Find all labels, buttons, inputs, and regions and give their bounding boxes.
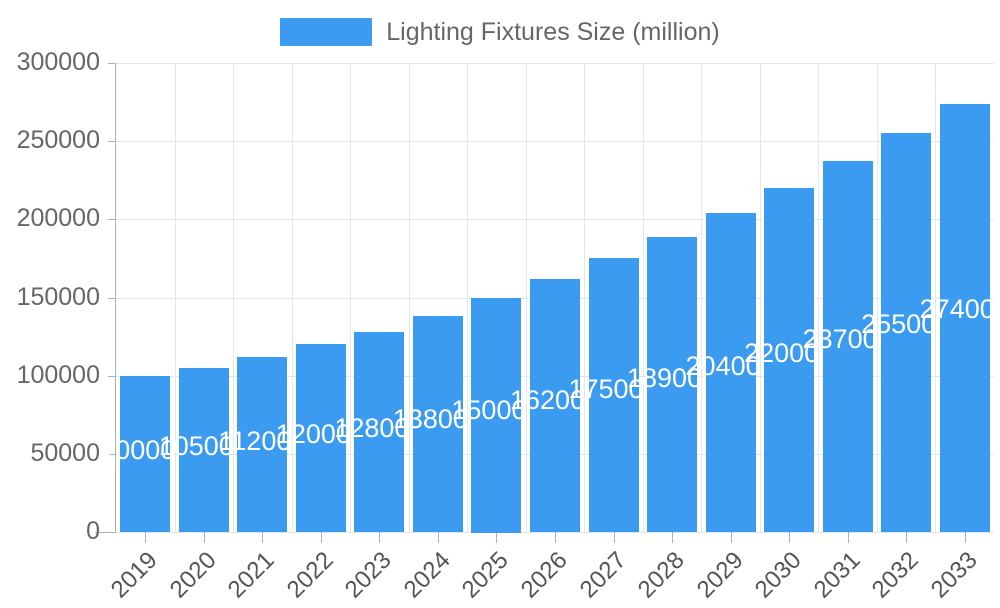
x-axis-tick-mark bbox=[789, 532, 790, 543]
y-axis-tick-mark bbox=[108, 141, 115, 143]
x-axis-tick-mark bbox=[731, 532, 732, 543]
bar[interactable] bbox=[706, 213, 756, 532]
bar[interactable] bbox=[530, 279, 580, 532]
y-axis-tick-mark bbox=[108, 219, 115, 221]
bar[interactable] bbox=[179, 368, 229, 532]
y-axis-tick-mark bbox=[108, 532, 115, 533]
gridline-vertical bbox=[467, 63, 468, 532]
x-axis-tick-label: 2024 bbox=[398, 546, 456, 604]
gridline-vertical bbox=[760, 63, 761, 532]
legend-label-lighting-fixtures-size: Lighting Fixtures Size (million) bbox=[386, 17, 720, 46]
x-axis-tick-mark bbox=[496, 532, 497, 543]
y-axis-tick-label: 0 bbox=[86, 517, 100, 545]
x-axis-tick-mark bbox=[672, 532, 673, 543]
plot-area: 100000 105000 112000 120000 128000 138000 1500… bbox=[100, 63, 1000, 533]
x-axis-tick-label: 2028 bbox=[632, 546, 690, 604]
x-axis-tick-label: 2022 bbox=[281, 546, 339, 604]
gridline-vertical bbox=[935, 63, 936, 532]
gridline-horizontal bbox=[116, 219, 994, 221]
x-axis-tick-label: 2031 bbox=[808, 546, 866, 604]
gridline-vertical bbox=[877, 63, 878, 532]
x-axis-tick-mark bbox=[262, 532, 263, 543]
gridline-vertical bbox=[292, 63, 293, 532]
gridline-vertical bbox=[175, 63, 176, 532]
y-axis-tick-mark bbox=[108, 453, 115, 455]
x-axis-tick-label: 2019 bbox=[106, 546, 163, 604]
x-axis-tick-mark bbox=[379, 532, 380, 543]
x-axis-tick-label: 2021 bbox=[223, 546, 281, 604]
gridline-vertical bbox=[350, 63, 351, 532]
bar[interactable] bbox=[881, 133, 931, 532]
gridline-vertical bbox=[526, 63, 527, 532]
x-axis-tick-mark bbox=[555, 532, 556, 543]
y-axis-tick-mark bbox=[108, 63, 115, 64]
x-axis-tick-mark bbox=[848, 532, 849, 543]
x-axis-tick-label: 2025 bbox=[457, 546, 515, 604]
x-axis-tick-label: 2026 bbox=[515, 546, 573, 604]
bar[interactable] bbox=[413, 316, 463, 532]
legend-swatch-lighting-fixtures-size[interactable] bbox=[280, 18, 373, 46]
gridline-vertical bbox=[584, 63, 585, 532]
bar[interactable] bbox=[354, 332, 404, 532]
x-axis-tick-mark bbox=[145, 532, 146, 543]
y-axis-tick-label: 100000 bbox=[16, 360, 100, 389]
gridline-vertical bbox=[701, 63, 702, 532]
gridline-vertical bbox=[409, 63, 410, 532]
x-axis-tick-mark bbox=[965, 532, 966, 543]
x-axis-tick-mark bbox=[614, 532, 615, 543]
y-axis-tick-label: 250000 bbox=[16, 126, 100, 155]
y-axis-tick-label: 300000 bbox=[16, 48, 100, 76]
bar[interactable] bbox=[940, 104, 990, 532]
y-axis-tick-mark bbox=[108, 375, 115, 377]
x-axis-tick-label: 2029 bbox=[691, 546, 749, 604]
x-axis-tick-label: 2030 bbox=[749, 546, 807, 604]
x-axis-tick-label: 2020 bbox=[164, 546, 222, 604]
x-axis-tick-mark bbox=[906, 532, 907, 543]
x-axis-tick-label: 2023 bbox=[340, 546, 398, 604]
bar[interactable] bbox=[823, 161, 873, 532]
x-axis-tick-label: 2027 bbox=[574, 546, 632, 604]
y-axis-tick-label: 150000 bbox=[16, 282, 100, 311]
x-axis-tick-mark bbox=[204, 532, 205, 543]
x-axis-tick-mark bbox=[321, 532, 322, 543]
x-axis-tick-mark bbox=[438, 532, 439, 543]
x-axis-tick-label: 2032 bbox=[867, 546, 924, 604]
x-axis-tick-label: 2033 bbox=[925, 546, 983, 604]
bar[interactable] bbox=[589, 258, 639, 532]
gridline-vertical bbox=[818, 63, 819, 532]
bar[interactable] bbox=[120, 376, 170, 532]
y-axis-tick-label: 50000 bbox=[30, 438, 100, 467]
gridline-horizontal bbox=[116, 141, 994, 143]
y-axis-tick-mark bbox=[108, 297, 115, 299]
chart-legend: Lighting Fixtures Size (million) bbox=[0, 12, 1000, 52]
bar[interactable] bbox=[471, 298, 521, 533]
y-axis-tick-label: 200000 bbox=[16, 204, 100, 233]
y-axis-line bbox=[115, 63, 116, 533]
bar[interactable] bbox=[237, 357, 287, 532]
bar[interactable] bbox=[764, 188, 814, 532]
gridline-horizontal bbox=[116, 63, 994, 64]
bar[interactable] bbox=[647, 237, 697, 532]
gridline-vertical bbox=[233, 63, 234, 532]
bar[interactable] bbox=[296, 344, 346, 532]
gridline-vertical bbox=[643, 63, 644, 532]
